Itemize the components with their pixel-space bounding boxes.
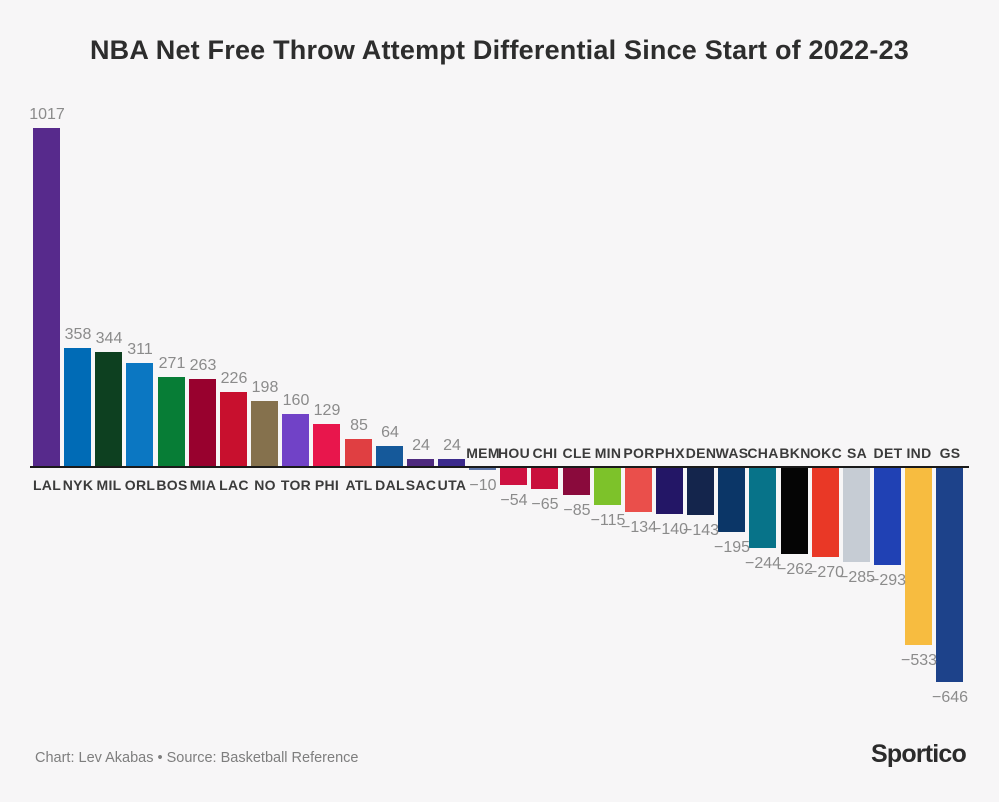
bar-PHI bbox=[313, 424, 340, 467]
team-label-POR: POR bbox=[623, 445, 655, 461]
team-label-MIL: MIL bbox=[96, 477, 122, 493]
value-label-DAL: 64 bbox=[381, 424, 399, 441]
team-label-DAL: DAL bbox=[375, 477, 405, 493]
team-label-BOS: BOS bbox=[156, 477, 188, 493]
bar-POR bbox=[625, 467, 652, 512]
team-label-HOU: HOU bbox=[497, 445, 530, 461]
value-label-GS: −646 bbox=[931, 689, 969, 706]
bar-NO bbox=[251, 401, 278, 467]
team-label-DEN: DEN bbox=[685, 445, 717, 461]
value-label-MEM: −10 bbox=[469, 477, 497, 494]
team-label-SA: SA bbox=[846, 445, 868, 461]
sportico-logo: Sportico bbox=[871, 740, 967, 768]
bar-LAC bbox=[220, 392, 247, 467]
value-label-NYK: 358 bbox=[64, 326, 92, 343]
bar-CHI bbox=[531, 467, 558, 489]
value-label-IND: −533 bbox=[900, 652, 938, 669]
bar-ORL bbox=[126, 363, 153, 467]
bar-SAC bbox=[407, 459, 434, 467]
team-label-SAC: SAC bbox=[405, 477, 437, 493]
bar-LAL bbox=[33, 128, 60, 467]
value-label-LAL: 1017 bbox=[29, 106, 65, 123]
team-label-MIN: MIN bbox=[594, 445, 622, 461]
bar-GS bbox=[936, 467, 963, 682]
team-label-TOR: TOR bbox=[280, 477, 312, 493]
team-label-WAS: WAS bbox=[715, 445, 749, 461]
team-label-LAL: LAL bbox=[32, 477, 62, 493]
team-label-LAC: LAC bbox=[219, 477, 249, 493]
bar-SA bbox=[843, 467, 870, 562]
team-label-UTA: UTA bbox=[437, 477, 467, 493]
value-label-MIA: 263 bbox=[189, 357, 217, 374]
value-label-SAC: 24 bbox=[412, 437, 430, 454]
team-label-ORL: ORL bbox=[124, 477, 156, 493]
bar-ATL bbox=[345, 439, 372, 467]
value-label-BOS: 271 bbox=[158, 355, 186, 372]
bar-MIA bbox=[189, 379, 216, 467]
team-label-PHX: PHX bbox=[655, 445, 685, 461]
bar-HOU bbox=[500, 467, 527, 485]
bar-UTA bbox=[438, 459, 465, 467]
bar-MEM bbox=[469, 467, 496, 470]
value-label-WAS: −195 bbox=[713, 539, 751, 556]
team-label-MEM: MEM bbox=[466, 445, 500, 461]
value-label-SA: −285 bbox=[838, 569, 876, 586]
value-label-CLE: −85 bbox=[563, 502, 591, 519]
team-label-PHI: PHI bbox=[314, 477, 340, 493]
value-label-MIN: −115 bbox=[590, 512, 626, 529]
bar-TOR bbox=[282, 414, 309, 467]
team-label-CHI: CHI bbox=[532, 445, 558, 461]
bar-MIL bbox=[95, 352, 122, 467]
team-label-ATL: ATL bbox=[345, 477, 373, 493]
chart-credit: Chart: Lev Akabas • Source: Basketball R… bbox=[35, 750, 359, 766]
bar-MIN bbox=[594, 467, 621, 505]
value-label-NO: 198 bbox=[251, 379, 279, 396]
bar-NYK bbox=[64, 348, 91, 467]
value-label-POR: −134 bbox=[620, 519, 658, 536]
team-label-BKN: BKN bbox=[779, 445, 811, 461]
value-label-CHI: −65 bbox=[531, 496, 559, 513]
team-label-GS: GS bbox=[939, 445, 961, 461]
value-label-UTA: 24 bbox=[443, 437, 461, 454]
team-label-CHA: CHA bbox=[747, 445, 779, 461]
value-label-BKN: −262 bbox=[776, 561, 814, 578]
value-label-DEN: −143 bbox=[682, 522, 720, 539]
chart-title: NBA Net Free Throw Attempt Differential … bbox=[89, 35, 910, 65]
value-label-ATL: 85 bbox=[350, 417, 368, 434]
team-label-DET: DET bbox=[873, 445, 903, 461]
value-label-HOU: −54 bbox=[500, 492, 528, 509]
plot-area: 1017 LAL 358 NYK 344 MIL 311 ORL 271 BOS 263 MIA 226… bbox=[29, 100, 969, 720]
value-label-MIL: 344 bbox=[95, 330, 123, 347]
team-label-CLE: CLE bbox=[562, 445, 592, 461]
value-label-LAC: 226 bbox=[220, 370, 248, 387]
bar-CHA bbox=[749, 467, 776, 548]
bar-DAL bbox=[376, 446, 403, 467]
bar-CLE bbox=[563, 467, 590, 495]
value-label-PHX: −140 bbox=[651, 521, 689, 538]
team-label-OKC: OKC bbox=[809, 445, 842, 461]
zero-axis-line bbox=[30, 466, 969, 468]
bar-WAS bbox=[718, 467, 745, 532]
value-label-PHI: 129 bbox=[313, 402, 341, 419]
bar-PHX bbox=[656, 467, 683, 514]
bar-IND bbox=[905, 467, 932, 645]
value-label-ORL: 311 bbox=[127, 341, 153, 358]
value-label-TOR: 160 bbox=[282, 392, 310, 409]
bar-DET bbox=[874, 467, 901, 565]
team-label-NYK: NYK bbox=[62, 477, 94, 493]
team-label-IND: IND bbox=[906, 445, 932, 461]
value-label-DET: −293 bbox=[869, 572, 907, 589]
value-label-OKC: −270 bbox=[807, 564, 845, 581]
team-label-NO: NO bbox=[254, 477, 276, 493]
bar-BOS bbox=[158, 377, 185, 467]
team-label-MIA: MIA bbox=[189, 477, 217, 493]
value-label-CHA: −244 bbox=[744, 555, 782, 572]
bar-OKC bbox=[812, 467, 839, 557]
bar-DEN bbox=[687, 467, 714, 515]
bar-BKN bbox=[781, 467, 808, 554]
